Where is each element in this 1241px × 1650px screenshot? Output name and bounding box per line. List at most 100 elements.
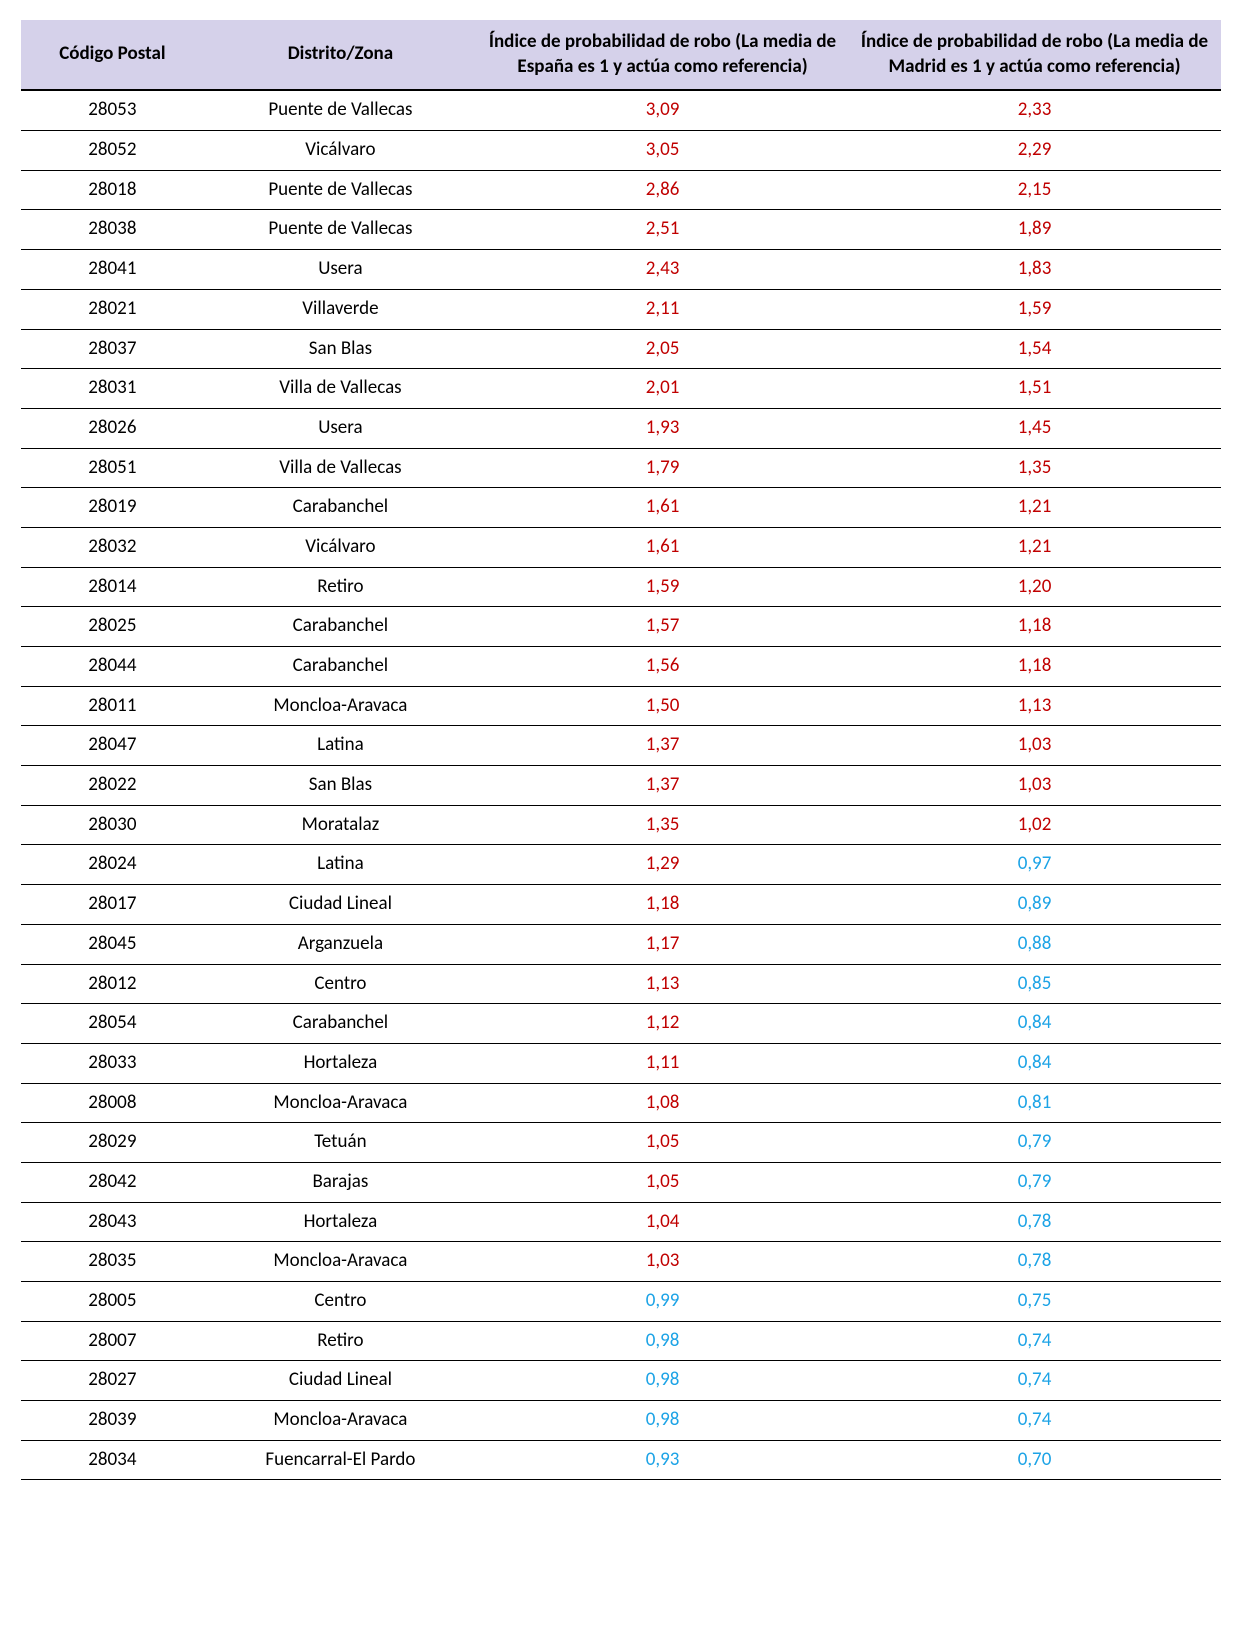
cell-codigo: 28025 <box>21 607 205 647</box>
cell-zona: Ciudad Lineal <box>204 885 476 925</box>
cell-codigo: 28031 <box>21 369 205 409</box>
cell-codigo: 28038 <box>21 210 205 250</box>
cell-indice-madrid: 1,18 <box>849 607 1221 647</box>
table-row: 28051Villa de Vallecas1,791,35 <box>21 448 1221 488</box>
cell-indice-espana: 0,98 <box>477 1361 849 1401</box>
table-row: 28026Usera1,931,45 <box>21 408 1221 448</box>
cell-indice-espana: 1,08 <box>477 1083 849 1123</box>
cell-indice-madrid: 0,97 <box>849 845 1221 885</box>
cell-codigo: 28052 <box>21 131 205 171</box>
cell-codigo: 28037 <box>21 329 205 369</box>
table-row: 28031Villa de Vallecas2,011,51 <box>21 369 1221 409</box>
cell-indice-madrid: 0,79 <box>849 1162 1221 1202</box>
cell-indice-espana: 1,61 <box>477 488 849 528</box>
table-row: 28007Retiro0,980,74 <box>21 1321 1221 1361</box>
cell-indice-espana: 1,50 <box>477 686 849 726</box>
cell-indice-madrid: 0,74 <box>849 1321 1221 1361</box>
cell-zona: Latina <box>204 726 476 766</box>
cell-codigo: 28012 <box>21 964 205 1004</box>
cell-indice-espana: 2,43 <box>477 250 849 290</box>
cell-zona: Retiro <box>204 567 476 607</box>
cell-indice-espana: 2,05 <box>477 329 849 369</box>
cell-zona: Puente de Vallecas <box>204 90 476 130</box>
table-row: 28043Hortaleza1,040,78 <box>21 1202 1221 1242</box>
cell-indice-madrid: 1,83 <box>849 250 1221 290</box>
cell-zona: Centro <box>204 1282 476 1322</box>
cell-indice-madrid: 0,78 <box>849 1242 1221 1282</box>
table-row: 28005Centro0,990,75 <box>21 1282 1221 1322</box>
cell-codigo: 28017 <box>21 885 205 925</box>
cell-indice-madrid: 1,03 <box>849 766 1221 806</box>
cell-indice-espana: 1,57 <box>477 607 849 647</box>
cell-zona: Villa de Vallecas <box>204 369 476 409</box>
cell-indice-madrid: 1,59 <box>849 289 1221 329</box>
cell-codigo: 28041 <box>21 250 205 290</box>
cell-zona: Usera <box>204 250 476 290</box>
table-row: 28035Moncloa-Aravaca1,030,78 <box>21 1242 1221 1282</box>
table-row: 28021Villaverde2,111,59 <box>21 289 1221 329</box>
table-row: 28034Fuencarral-El Pardo0,930,70 <box>21 1440 1221 1480</box>
table-row: 28024Latina1,290,97 <box>21 845 1221 885</box>
cell-zona: Villaverde <box>204 289 476 329</box>
table-row: 28027Ciudad Lineal0,980,74 <box>21 1361 1221 1401</box>
header-indice-espana: Índice de probabilidad de robo (La media… <box>477 20 849 90</box>
table-row: 28053Puente de Vallecas3,092,33 <box>21 90 1221 130</box>
cell-indice-espana: 1,03 <box>477 1242 849 1282</box>
cell-zona: Tetuán <box>204 1123 476 1163</box>
cell-codigo: 28007 <box>21 1321 205 1361</box>
cell-codigo: 28045 <box>21 924 205 964</box>
cell-zona: Arganzuela <box>204 924 476 964</box>
cell-indice-espana: 1,13 <box>477 964 849 1004</box>
table-row: 28011Moncloa-Aravaca1,501,13 <box>21 686 1221 726</box>
cell-indice-espana: 0,99 <box>477 1282 849 1322</box>
cell-zona: Moncloa-Aravaca <box>204 1401 476 1441</box>
cell-zona: Usera <box>204 408 476 448</box>
table-row: 28022San Blas1,371,03 <box>21 766 1221 806</box>
cell-indice-madrid: 0,84 <box>849 1004 1221 1044</box>
cell-indice-espana: 2,51 <box>477 210 849 250</box>
cell-codigo: 28029 <box>21 1123 205 1163</box>
cell-zona: Retiro <box>204 1321 476 1361</box>
table-row: 28047Latina1,371,03 <box>21 726 1221 766</box>
cell-indice-madrid: 0,88 <box>849 924 1221 964</box>
cell-zona: Moncloa-Aravaca <box>204 686 476 726</box>
cell-indice-madrid: 1,18 <box>849 647 1221 687</box>
cell-codigo: 28034 <box>21 1440 205 1480</box>
cell-indice-madrid: 0,81 <box>849 1083 1221 1123</box>
cell-indice-madrid: 0,89 <box>849 885 1221 925</box>
table-row: 28025Carabanchel1,571,18 <box>21 607 1221 647</box>
cell-indice-madrid: 1,21 <box>849 488 1221 528</box>
cell-codigo: 28051 <box>21 448 205 488</box>
cell-indice-espana: 1,11 <box>477 1043 849 1083</box>
cell-codigo: 28054 <box>21 1004 205 1044</box>
cell-indice-espana: 1,61 <box>477 527 849 567</box>
cell-codigo: 28014 <box>21 567 205 607</box>
cell-indice-madrid: 1,13 <box>849 686 1221 726</box>
cell-indice-espana: 3,09 <box>477 90 849 130</box>
table-row: 28033Hortaleza1,110,84 <box>21 1043 1221 1083</box>
table-row: 28032Vicálvaro1,611,21 <box>21 527 1221 567</box>
cell-zona: Carabanchel <box>204 647 476 687</box>
cell-zona: Carabanchel <box>204 607 476 647</box>
cell-codigo: 28021 <box>21 289 205 329</box>
header-indice-madrid: Índice de probabilidad de robo (La media… <box>849 20 1221 90</box>
cell-indice-espana: 1,05 <box>477 1162 849 1202</box>
cell-codigo: 28044 <box>21 647 205 687</box>
cell-zona: Puente de Vallecas <box>204 210 476 250</box>
cell-indice-madrid: 0,78 <box>849 1202 1221 1242</box>
cell-zona: Fuencarral-El Pardo <box>204 1440 476 1480</box>
cell-codigo: 28030 <box>21 805 205 845</box>
cell-indice-madrid: 1,35 <box>849 448 1221 488</box>
table-row: 28012Centro1,130,85 <box>21 964 1221 1004</box>
cell-indice-madrid: 1,51 <box>849 369 1221 409</box>
cell-zona: Latina <box>204 845 476 885</box>
cell-indice-espana: 1,56 <box>477 647 849 687</box>
cell-codigo: 28032 <box>21 527 205 567</box>
cell-zona: Ciudad Lineal <box>204 1361 476 1401</box>
cell-codigo: 28022 <box>21 766 205 806</box>
cell-zona: Carabanchel <box>204 1004 476 1044</box>
cell-indice-madrid: 0,74 <box>849 1401 1221 1441</box>
table-row: 28008Moncloa-Aravaca1,080,81 <box>21 1083 1221 1123</box>
cell-zona: San Blas <box>204 766 476 806</box>
cell-codigo: 28042 <box>21 1162 205 1202</box>
